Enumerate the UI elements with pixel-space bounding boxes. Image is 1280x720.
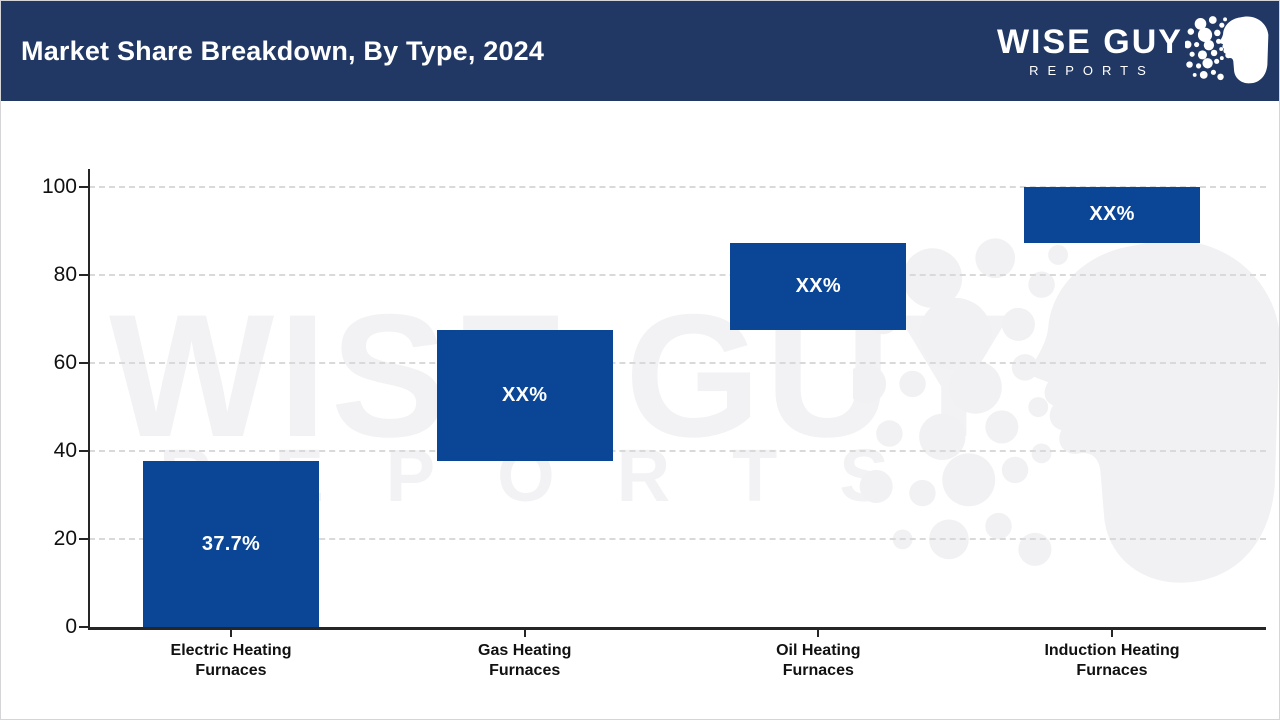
y-tick-label-0: 0	[65, 615, 77, 638]
y-tick-mark-0	[79, 626, 89, 628]
gridline-80	[89, 274, 1266, 276]
bar-segment: XX%	[1024, 187, 1200, 243]
y-tick-label-40: 40	[53, 439, 77, 462]
logo-head-icon	[1185, 16, 1269, 84]
y-tick-label-20: 20	[53, 527, 77, 550]
x-category-label: Gas Heating Furnaces	[478, 642, 572, 679]
y-tick-mark-40	[79, 450, 89, 452]
y-tick-label-100: 100	[41, 175, 77, 198]
y-tick-mark-20	[79, 538, 89, 540]
gridline-40	[89, 450, 1266, 452]
x-category-label: Oil Heating Furnaces	[776, 642, 861, 679]
logo-subtitle: REPORTS	[1029, 62, 1155, 78]
bar-value-label: XX%	[502, 384, 548, 407]
x-tick-mark	[1111, 629, 1113, 637]
bar-value-label: XX%	[1089, 203, 1135, 226]
bar-segment: 37.7%	[143, 461, 319, 627]
header-bar: Market Share Breakdown, By Type, 2024 WI…	[1, 1, 1279, 101]
y-tick-mark-80	[79, 274, 89, 276]
bar-value-label: XX%	[795, 274, 841, 297]
bar-segment: XX%	[730, 242, 907, 330]
page-title: Market Share Breakdown, By Type, 2024	[21, 35, 545, 66]
logo-text: WISE GUY REPORTS	[997, 25, 1183, 78]
x-category-label: Induction Heating Furnaces	[1044, 642, 1180, 679]
brand-logo: WISE GUY REPORTS	[997, 1, 1269, 101]
gridline-20	[89, 538, 1266, 540]
y-tick-mark-60	[79, 362, 89, 364]
bar-value-label: 37.7%	[201, 532, 261, 555]
gridline-60	[89, 362, 1266, 364]
y-axis-line	[87, 169, 90, 629]
bar-segment: XX%	[436, 330, 613, 462]
y-tick-label-80: 80	[53, 263, 77, 286]
watermark-head-icon	[853, 238, 1279, 583]
waterfall-chart: WISE GUY REPORTS 0 20 40 60 80 100 37.7% Electr…	[1, 101, 1279, 719]
x-tick-mark	[230, 629, 232, 637]
x-axis-line	[87, 627, 1266, 630]
logo-wordmark: WISE GUY	[996, 22, 1183, 61]
y-tick-label-60: 60	[53, 351, 77, 374]
x-tick-mark	[523, 629, 526, 637]
x-category-label: Electric Heating Furnaces	[170, 642, 292, 679]
x-tick-mark	[817, 629, 820, 637]
gridline-100	[89, 186, 1266, 188]
y-tick-mark-100	[79, 186, 89, 188]
